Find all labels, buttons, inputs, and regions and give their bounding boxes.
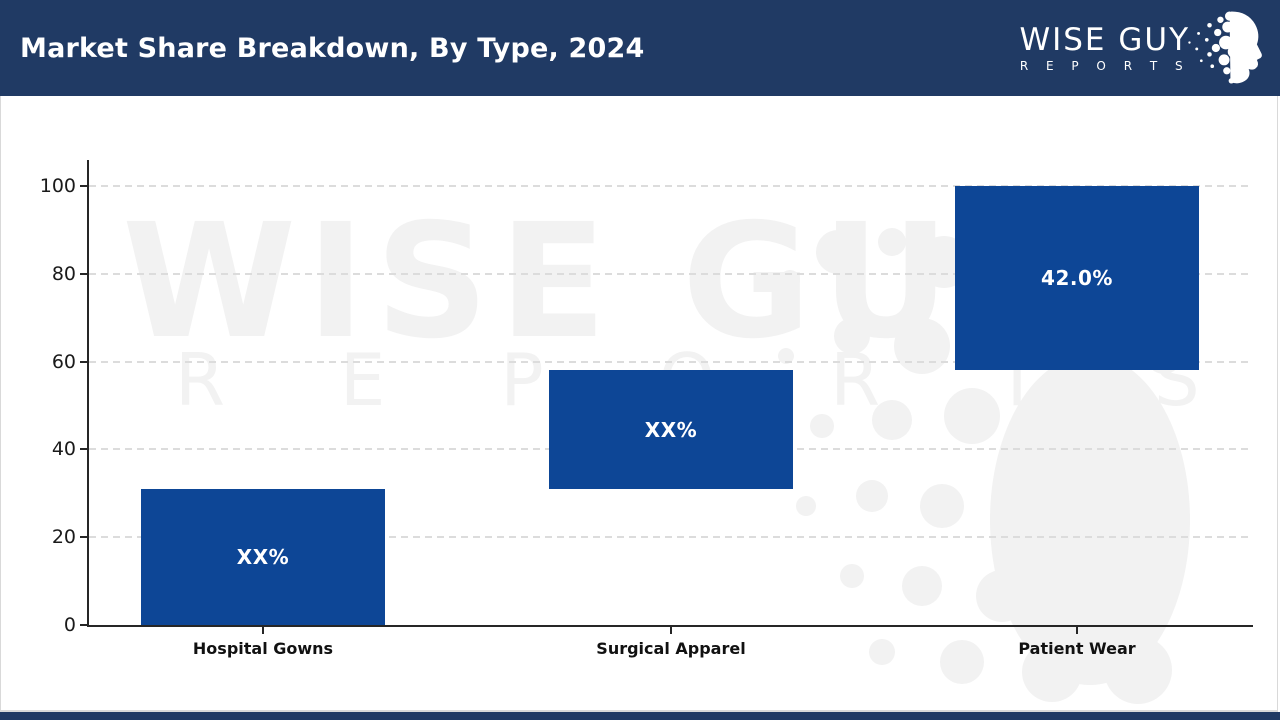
gridline (89, 272, 1253, 275)
y-tick-label: 0 (63, 614, 76, 636)
bar-value-label: 42.0% (1041, 266, 1113, 291)
logo-subtitle: R E P O R T S (1019, 58, 1190, 73)
bar-patient-wear: 42.0% (955, 186, 1199, 371)
bar-value-label: XX% (644, 417, 698, 442)
category-label: Patient Wear (1018, 639, 1136, 658)
y-tick-label: 20 (51, 526, 76, 549)
page-title: Market Share Breakdown, By Type, 2024 (20, 32, 645, 64)
y-tick-mark (80, 272, 87, 275)
y-tick-label: 60 (51, 350, 76, 373)
x-tick-mark (1076, 627, 1078, 634)
gridline (89, 536, 1253, 539)
y-tick-label: 100 (39, 175, 76, 197)
y-tick-mark (80, 536, 87, 539)
x-tick-mark (670, 627, 672, 634)
bar-surgical-apparel: XX% (549, 370, 793, 489)
logo-wordmark: WISE GUY (1019, 21, 1190, 58)
logo-text: WISE GUY R E P O R T S (1019, 21, 1190, 73)
y-tick-label: 80 (51, 262, 76, 285)
x-axis-line (87, 625, 1253, 627)
header-band: Market Share Breakdown, By Type, 2024 WI… (0, 0, 1280, 96)
y-tick-mark (80, 448, 87, 451)
y-tick-mark (80, 624, 87, 626)
category-label: Surgical Apparel (596, 639, 746, 658)
gridline (89, 185, 1253, 187)
category-label: Hospital Gowns (192, 639, 334, 658)
y-tick-mark (80, 360, 87, 363)
y-tick-label: 40 (51, 438, 76, 461)
x-tick-mark (262, 627, 264, 634)
wise-guy-reports-logo: WISE GUY R E P O R T S (1019, 6, 1266, 90)
dotted-head-icon (1188, 11, 1262, 84)
gridline (89, 360, 1253, 363)
bar-value-label: XX% (236, 544, 290, 569)
footer-bar (0, 712, 1280, 720)
bar-hospital-gowns: XX% (141, 488, 385, 625)
y-axis-line (87, 160, 89, 627)
y-tick-mark (80, 185, 87, 187)
